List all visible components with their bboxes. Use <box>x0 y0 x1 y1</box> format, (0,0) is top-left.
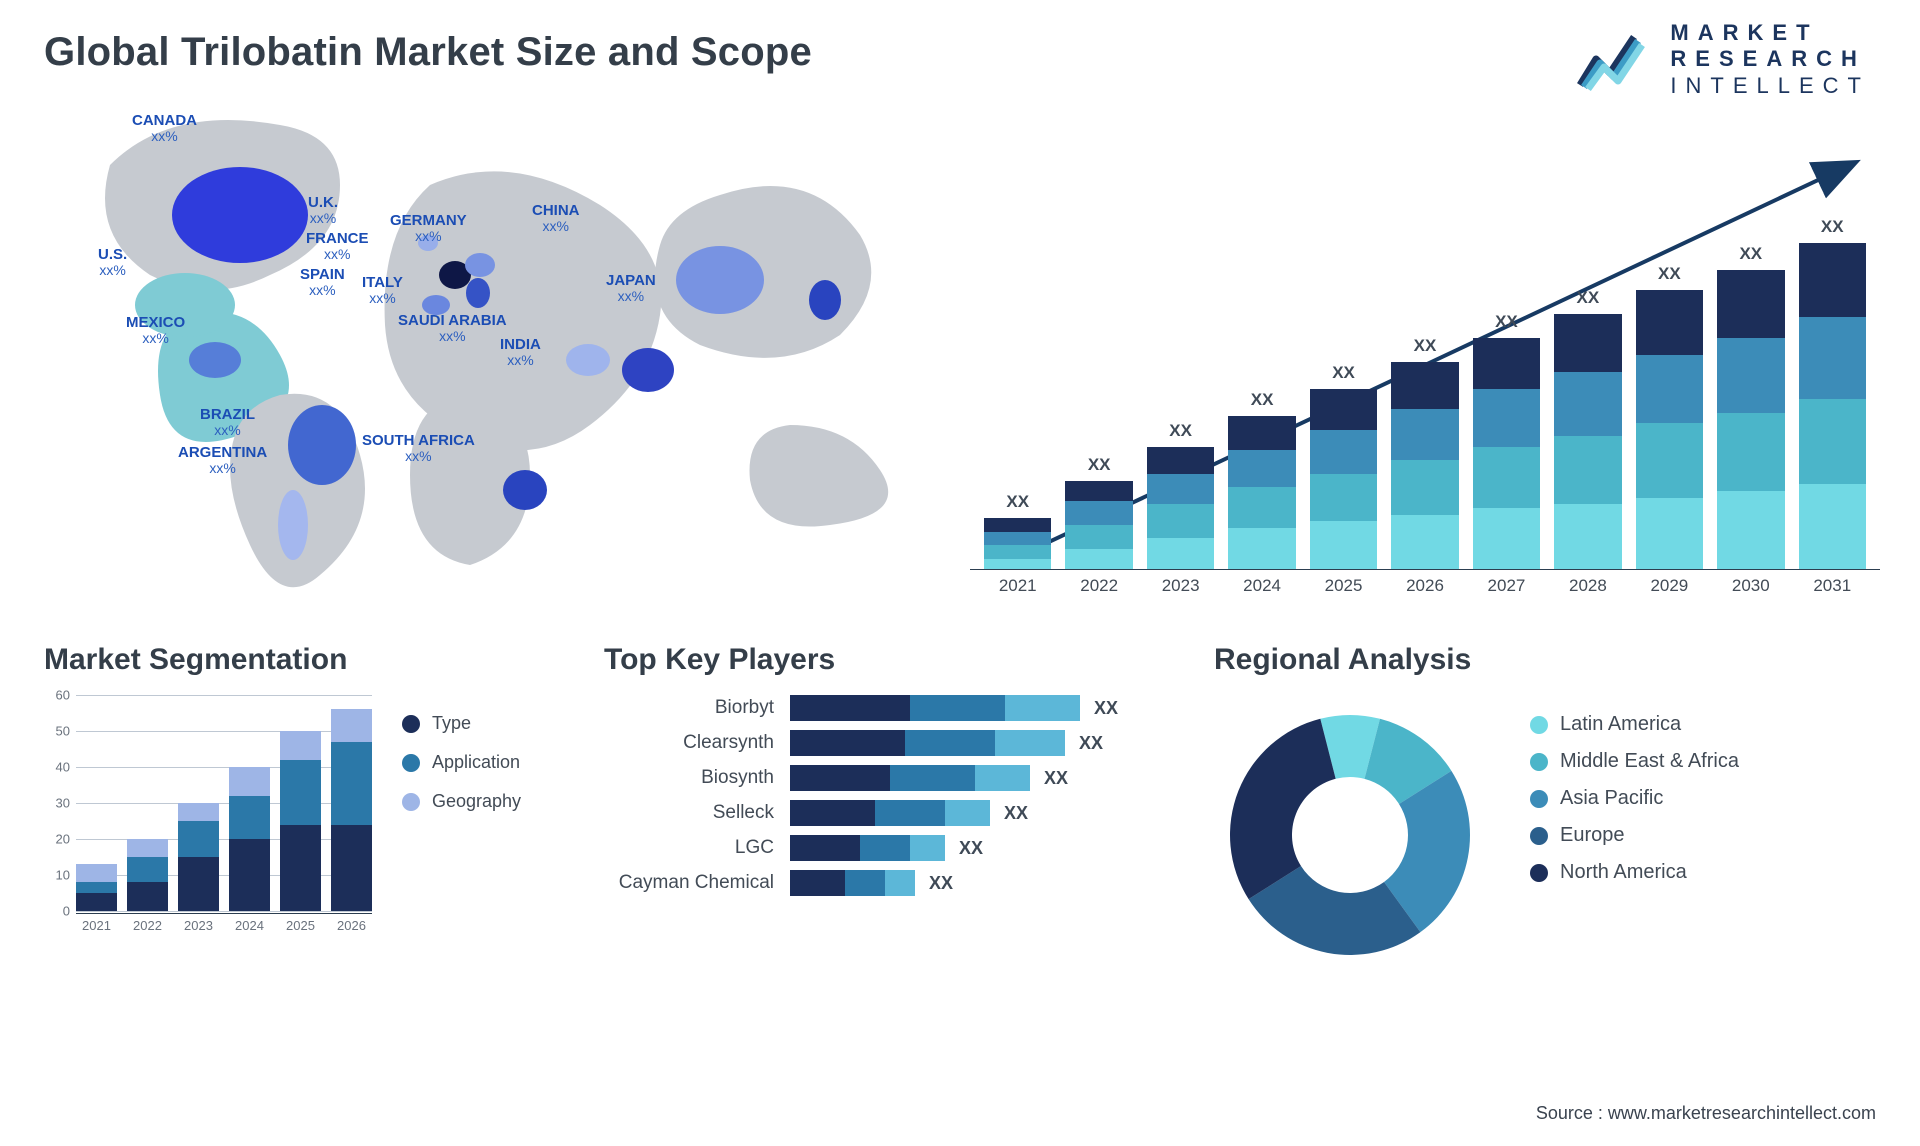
seg-bar-2024 <box>229 767 270 911</box>
growth-bar-2030: XX <box>1717 244 1784 569</box>
regional-donut <box>1210 695 1490 975</box>
growth-bar-2029: XX <box>1636 264 1703 569</box>
donut-slice-north-america <box>1230 719 1336 899</box>
map-label-brazil: BRAZILxx% <box>200 407 255 437</box>
map-label-japan: JAPANxx% <box>606 273 656 303</box>
growth-bar-2023: XX <box>1147 421 1214 569</box>
map-label-argentina: ARGENTINAxx% <box>178 445 267 475</box>
key-player-clearsynth: ClearsynthXX <box>600 730 1160 756</box>
growth-bar-2028: XX <box>1554 288 1621 569</box>
segmentation-chart: 0102030405060 202120222023202420252026 <box>40 695 372 935</box>
key-player-selleck: SelleckXX <box>600 800 1160 826</box>
map-label-germany: GERMANYxx% <box>390 213 467 243</box>
growth-bar-2031: XX <box>1799 217 1866 569</box>
map-label-mexico: MEXICOxx% <box>126 315 185 345</box>
seg-bar-2023 <box>178 803 219 911</box>
seg-legend-application: Application <box>402 752 521 773</box>
growth-bar-2021: XX <box>984 492 1051 569</box>
key-player-cayman-chemical: Cayman ChemicalXX <box>600 870 1160 896</box>
seg-legend-type: Type <box>402 713 521 734</box>
map-label-india: INDIAxx% <box>500 337 541 367</box>
key-player-biorbyt: BiorbytXX <box>600 695 1160 721</box>
growth-bar-2025: XX <box>1310 363 1377 569</box>
region-legend-asia-pacific: Asia Pacific <box>1530 787 1739 810</box>
regional-legend: Latin America Middle East & Africa Asia Pa… <box>1530 699 1739 898</box>
growth-bar-2022: XX <box>1065 455 1132 569</box>
map-label-south-africa: SOUTH AFRICAxx% <box>362 433 475 463</box>
region-legend-north-america: North America <box>1530 861 1739 884</box>
key-player-lgc: LGCXX <box>600 835 1160 861</box>
region-legend-europe: Europe <box>1530 824 1739 847</box>
logo: MARKET RESEARCH INTELLECT <box>1574 20 1870 99</box>
segmentation-title: Market Segmentation <box>44 643 550 677</box>
source-attribution: Source : www.marketresearchintellect.com <box>1536 1103 1876 1124</box>
seg-legend-geography: Geography <box>402 791 521 812</box>
region-legend-latin-america: Latin America <box>1530 713 1739 736</box>
map-label-france: FRANCExx% <box>306 231 369 261</box>
map-label-china: CHINAxx% <box>532 203 580 233</box>
key-player-biosynth: BiosynthXX <box>600 765 1160 791</box>
map-label-u-s-: U.S.xx% <box>98 247 127 277</box>
world-map: CANADAxx% U.S.xx% MEXICOxx% BRAZILxx% ARGENT… <box>40 95 930 595</box>
region-legend-middle-east-africa: Middle East & Africa <box>1530 750 1739 773</box>
key-players-title: Top Key Players <box>604 643 1160 677</box>
segmentation-panel: Market Segmentation 0102030405060 202120… <box>40 635 550 975</box>
growth-bar-2024: XX <box>1228 390 1295 569</box>
regional-panel: Regional Analysis Latin America Middle Ea… <box>1210 635 1880 975</box>
seg-bar-2021 <box>76 864 117 911</box>
seg-bar-2025 <box>280 731 321 911</box>
logo-icon <box>1574 25 1654 95</box>
growth-bar-2026: XX <box>1391 336 1458 569</box>
seg-bar-2026 <box>331 709 372 911</box>
map-label-italy: ITALYxx% <box>362 275 403 305</box>
logo-text: MARKET RESEARCH INTELLECT <box>1670 20 1870 99</box>
map-label-spain: SPAINxx% <box>300 267 345 297</box>
seg-bar-2022 <box>127 839 168 911</box>
map-label-canada: CANADAxx% <box>132 113 197 143</box>
regional-title: Regional Analysis <box>1214 643 1880 677</box>
market-growth-chart: XXXXXXXXXXXXXXXXXXXXXX 20212022202320242… <box>970 125 1880 625</box>
map-label-u-k-: U.K.xx% <box>308 195 338 225</box>
key-players-panel: Top Key Players BiorbytXX ClearsynthXX Bio… <box>600 635 1160 975</box>
map-label-saudi-arabia: SAUDI ARABIAxx% <box>398 313 507 343</box>
growth-bar-2027: XX <box>1473 312 1540 569</box>
segmentation-legend: Type Application Geography <box>402 695 521 935</box>
